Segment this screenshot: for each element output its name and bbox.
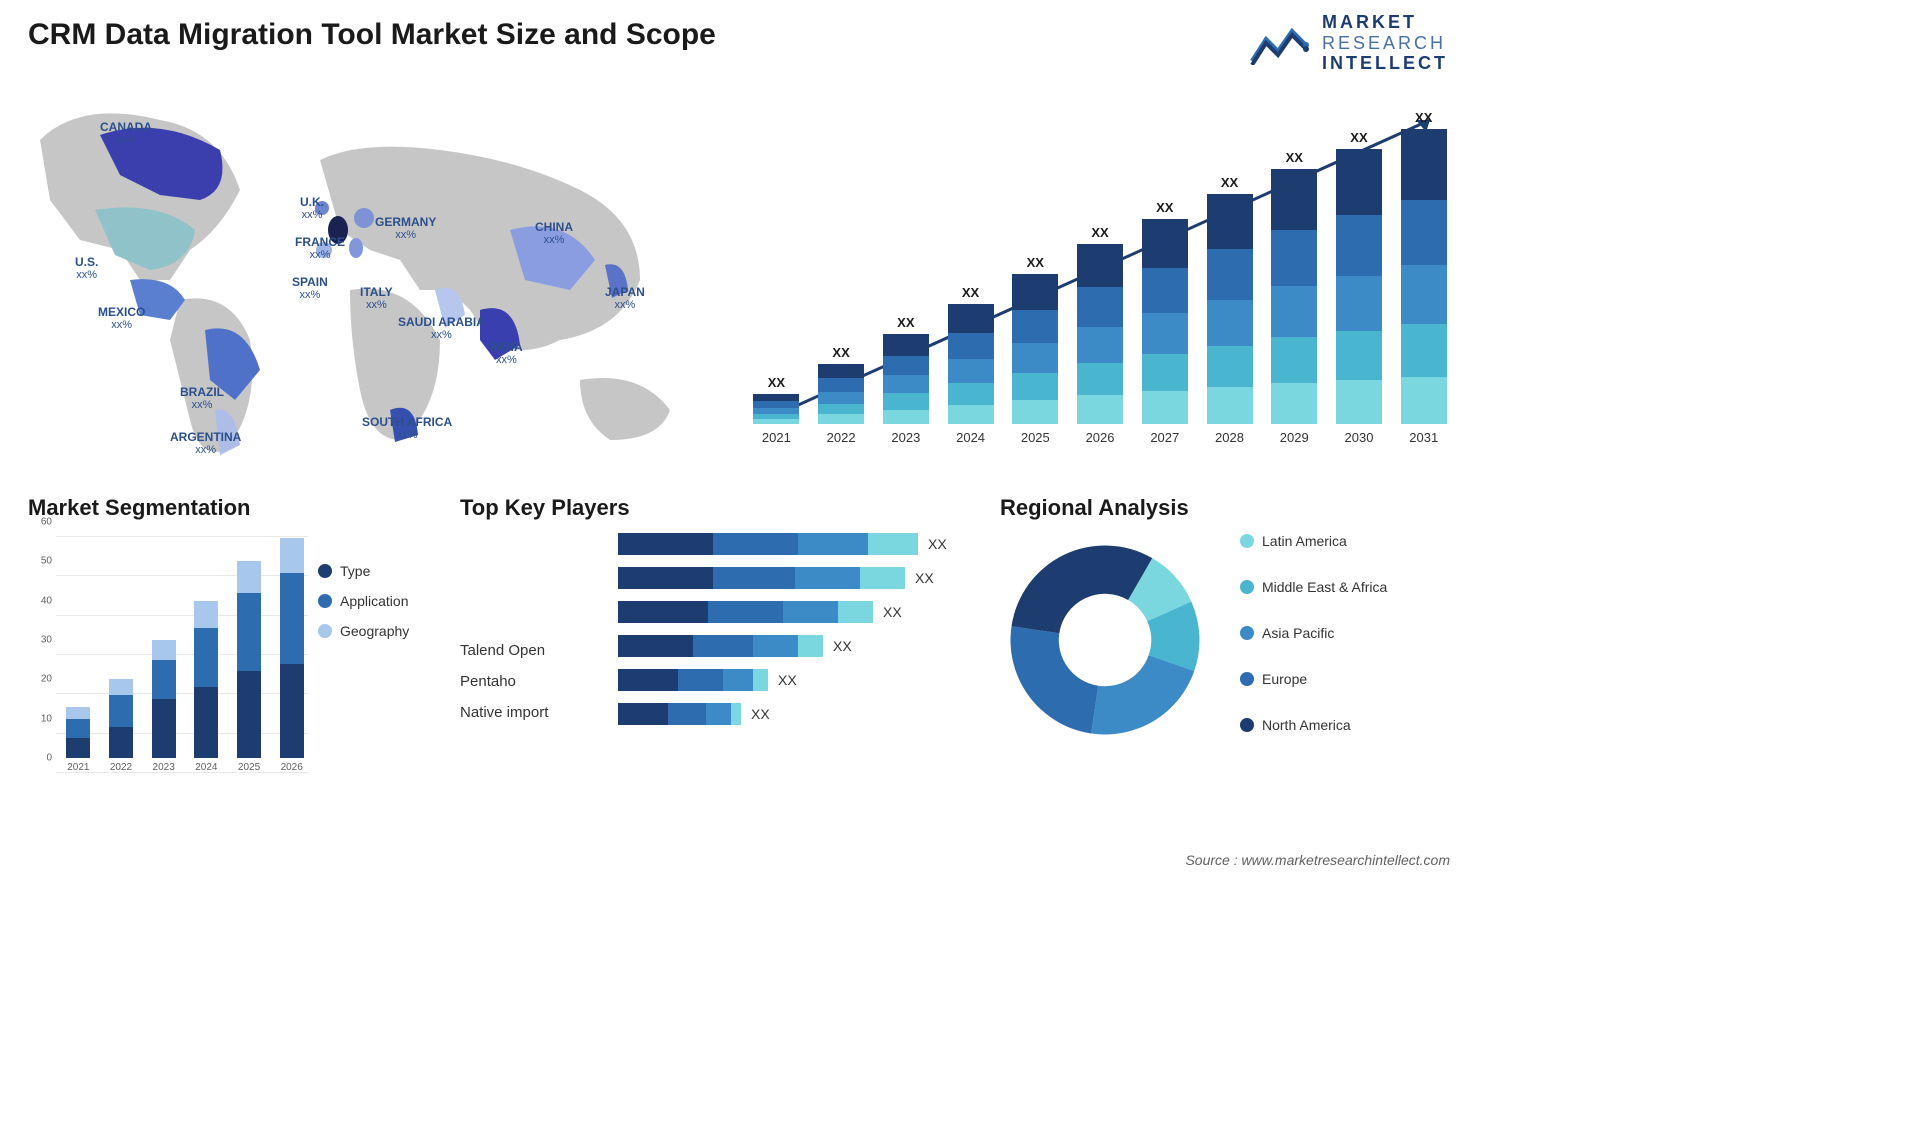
- legend-item: Latin America: [1240, 533, 1387, 549]
- donut-slice: [1011, 626, 1099, 733]
- legend-item: Type: [318, 563, 448, 579]
- segmentation-bar: 2025: [233, 561, 266, 773]
- legend-item: Asia Pacific: [1240, 625, 1387, 641]
- map-label: CHINAxx%: [535, 220, 573, 246]
- map-label: ARGENTINAxx%: [170, 430, 241, 456]
- logo-line1: MARKET: [1322, 12, 1448, 33]
- player-bar: XX: [618, 669, 970, 691]
- segmentation-bar: 2026: [275, 538, 308, 773]
- growth-bar: XX2028: [1203, 175, 1256, 445]
- growth-bar: XX2021: [750, 375, 803, 445]
- regional-title: Regional Analysis: [1000, 495, 1460, 521]
- growth-bar: XX2027: [1138, 200, 1191, 445]
- player-label: Native import: [460, 704, 600, 721]
- logo-line2: RESEARCH: [1322, 33, 1448, 54]
- growth-bar: XX2025: [1009, 255, 1062, 445]
- donut-slice: [1091, 655, 1194, 734]
- map-label: SAUDI ARABIAxx%: [398, 315, 485, 341]
- growth-bar: XX2022: [815, 345, 868, 445]
- source-text: Source : www.marketresearchintellect.com: [1185, 852, 1450, 868]
- segmentation-bar: 2023: [147, 640, 180, 773]
- player-bar: XX: [618, 635, 970, 657]
- growth-bar: XX2026: [1074, 225, 1127, 445]
- map-label: U.K.xx%: [300, 195, 324, 221]
- segmentation-bar: 2022: [105, 679, 138, 773]
- logo-mark-icon: [1250, 21, 1310, 65]
- regional-panel: Regional Analysis Latin America Middle Ea…: [1000, 495, 1460, 747]
- legend-item: Application: [318, 593, 448, 609]
- map-label: MEXICOxx%: [98, 305, 145, 331]
- regional-donut: [1000, 535, 1210, 745]
- growth-bar: XX2029: [1268, 150, 1321, 445]
- growth-bar: XX2024: [944, 285, 997, 445]
- legend-item: Middle East & Africa: [1240, 579, 1387, 595]
- player-bar: XX: [618, 601, 970, 623]
- growth-bar: XX2023: [879, 315, 932, 445]
- map-label: JAPANxx%: [605, 285, 645, 311]
- segmentation-bar: 2024: [190, 601, 223, 773]
- map-label: GERMANYxx%: [375, 215, 436, 241]
- player-bar: XX: [618, 703, 970, 725]
- map-label: CANADAxx%: [100, 120, 152, 146]
- segmentation-panel: Market Segmentation 0102030405060 202120…: [28, 495, 448, 793]
- growth-bar: XX2030: [1333, 130, 1386, 445]
- player-label: Talend Open: [460, 642, 600, 659]
- page-title: CRM Data Migration Tool Market Size and …: [28, 18, 716, 52]
- segmentation-title: Market Segmentation: [28, 495, 448, 521]
- legend-item: Geography: [318, 623, 448, 639]
- legend-item: Europe: [1240, 671, 1387, 687]
- map-label: ITALYxx%: [360, 285, 393, 311]
- player-bar: XX: [618, 533, 970, 555]
- segmentation-chart: 0102030405060 202120222023202420252026 T…: [28, 533, 448, 793]
- world-map: CANADAxx% U.S.xx% MEXICOxx% BRAZILxx% ARGENT…: [20, 80, 720, 470]
- growth-bar: XX2031: [1397, 110, 1450, 445]
- players-title: Top Key Players: [460, 495, 970, 521]
- map-label: FRANCExx%: [295, 235, 345, 261]
- map-label: SPAINxx%: [292, 275, 328, 301]
- map-label: INDIAxx%: [490, 340, 523, 366]
- brand-logo: MARKET RESEARCH INTELLECT: [1250, 12, 1448, 74]
- segmentation-bar: 2021: [62, 707, 95, 773]
- logo-line3: INTELLECT: [1322, 53, 1448, 74]
- donut-slice: [1012, 546, 1153, 634]
- map-label: BRAZILxx%: [180, 385, 224, 411]
- players-panel: Top Key Players Talend Open Pentaho Native…: [460, 495, 970, 725]
- player-label: Pentaho: [460, 673, 600, 690]
- map-label: SOUTH AFRICAxx%: [362, 415, 452, 441]
- player-bar: XX: [618, 567, 970, 589]
- legend-item: North America: [1240, 717, 1387, 733]
- growth-chart: XX2021XX2022XX2023XX2024XX2025XX2026XX20…: [750, 100, 1450, 470]
- map-label: U.S.xx%: [75, 255, 98, 281]
